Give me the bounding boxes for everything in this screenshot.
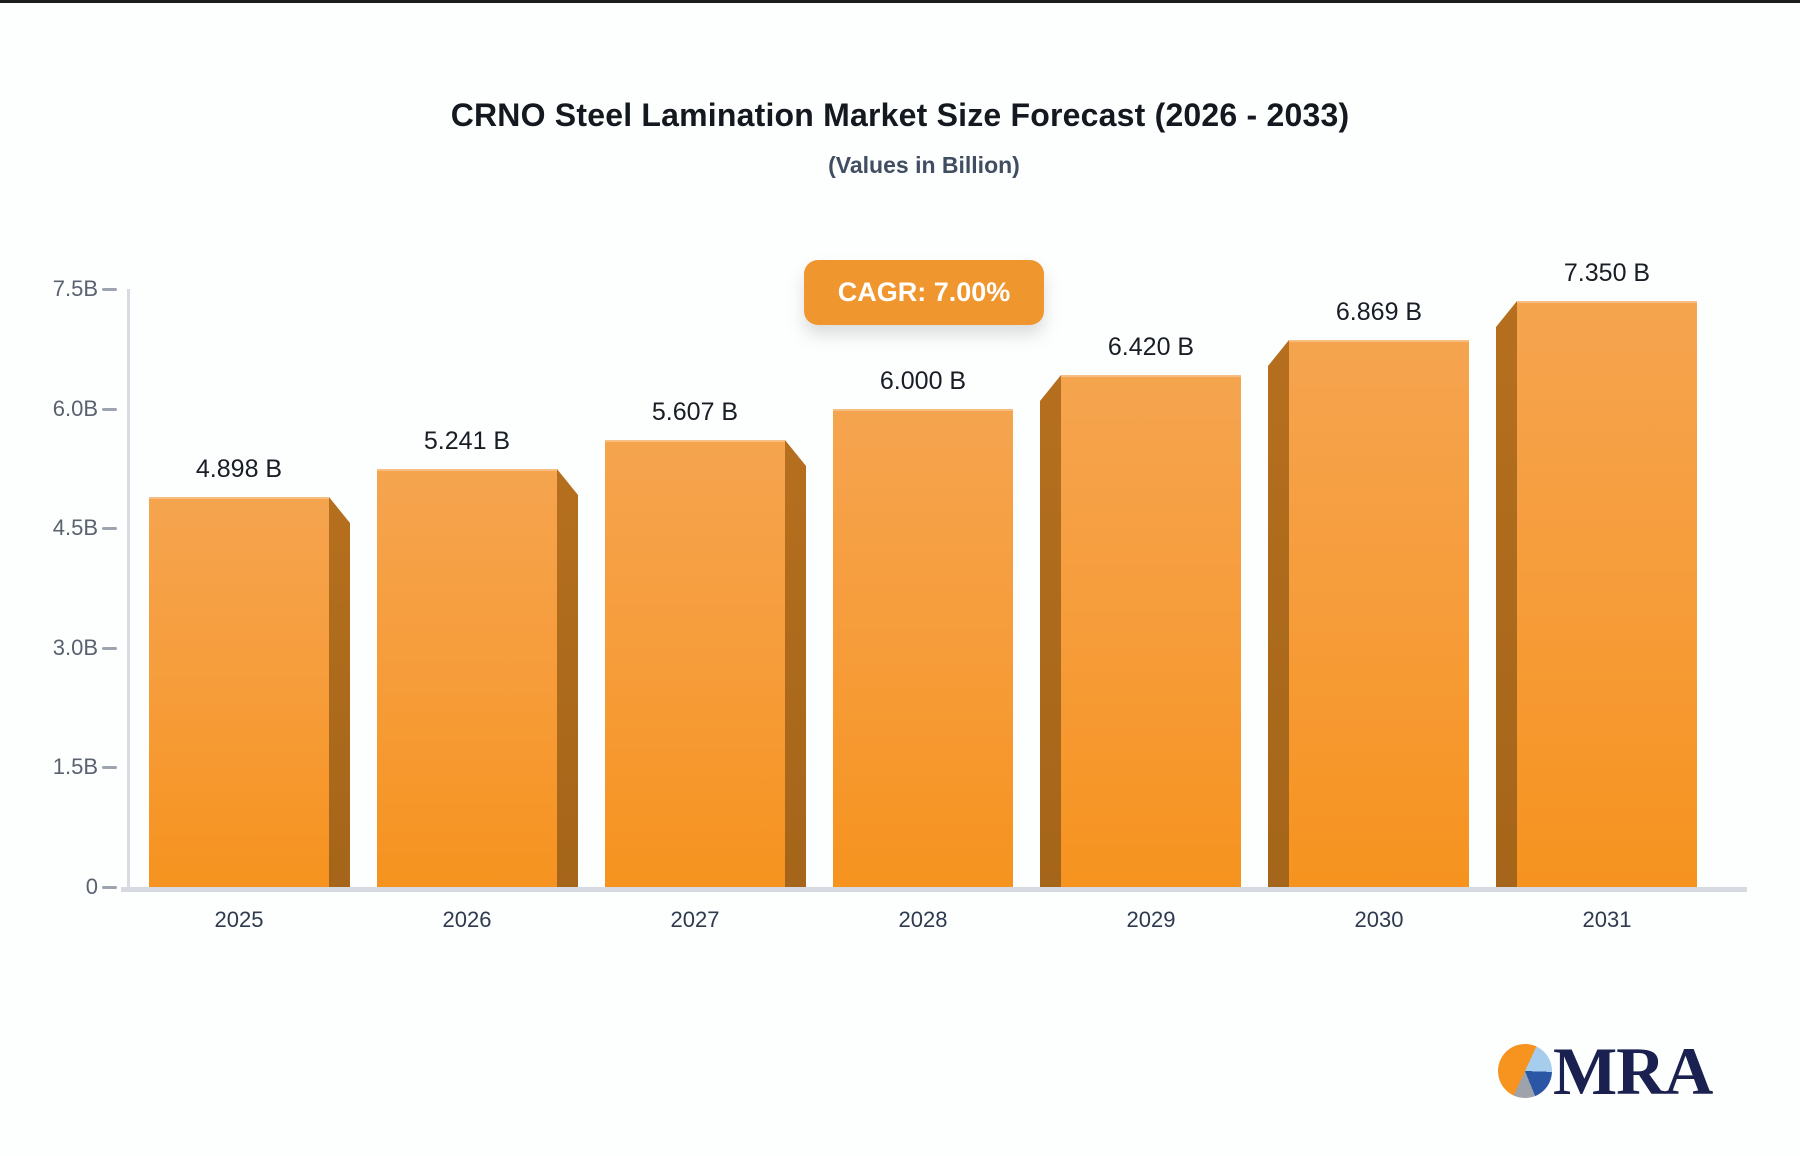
bar-3d-side <box>785 440 806 887</box>
cagr-badge: CAGR: 7.00% <box>803 260 1045 325</box>
y-tick-mark <box>102 527 117 530</box>
bar-value-label: 4.898 B <box>195 455 283 483</box>
logo: MRA <box>1498 1033 1713 1109</box>
y-tick-mark <box>102 408 117 411</box>
bar-value-label: 5.241 B <box>423 427 511 455</box>
bar-value-label: 5.607 B <box>651 398 739 426</box>
bar-3d-side <box>557 469 578 887</box>
cagr-badge-wrap: CAGR: 7.00% <box>48 260 1800 325</box>
y-tick-mark <box>102 766 117 769</box>
bar-3d-side <box>1268 340 1289 887</box>
bar-face <box>149 497 329 887</box>
bar-3d-side <box>1496 301 1517 887</box>
y-tick-label: 1.5B <box>52 754 98 779</box>
x-axis-baseline <box>121 887 1747 892</box>
x-category-label: 2026 <box>442 907 492 932</box>
bar-value-label: 6.869 B <box>1335 298 1423 326</box>
x-category-label: 2029 <box>1126 907 1176 932</box>
y-tick-label: 3.0B <box>52 635 98 660</box>
y-axis-line <box>127 289 130 887</box>
logo-text: MRA <box>1553 1033 1713 1109</box>
bar-3d-side <box>329 497 350 887</box>
x-category-label: 2031 <box>1582 907 1632 932</box>
bar-2025 <box>149 497 350 887</box>
bar-face <box>833 409 1013 887</box>
bar-face <box>1061 375 1241 887</box>
x-category-label: 2028 <box>898 907 948 932</box>
bar-2031 <box>1496 301 1697 887</box>
chart-subtitle: (Values in Billion) <box>828 152 1020 178</box>
x-category-label: 2030 <box>1354 907 1404 932</box>
bar-2030 <box>1268 340 1469 887</box>
bar-3d-side <box>1040 375 1061 887</box>
y-tick-mark <box>102 886 117 889</box>
x-category-label: 2025 <box>214 907 264 932</box>
y-tick-label: 4.5B <box>52 515 98 540</box>
y-tick-label: 7.5B <box>52 276 98 301</box>
y-tick-label: 0 <box>85 874 98 899</box>
y-tick-label: 6.0B <box>52 396 98 421</box>
bar-face <box>377 469 557 887</box>
bar-value-label: 6.000 B <box>879 367 967 395</box>
bar-2029 <box>1040 375 1241 887</box>
bar-2027 <box>605 440 806 887</box>
bar-face <box>1517 301 1697 887</box>
bar-face <box>605 440 785 887</box>
y-tick-mark <box>102 647 117 650</box>
bar-2028 <box>833 409 1013 887</box>
bar-value-label: 7.350 B <box>1563 259 1651 287</box>
bar-2026 <box>377 469 578 887</box>
x-category-label: 2027 <box>670 907 720 932</box>
bar-value-label: 6.420 B <box>1107 333 1195 361</box>
y-tick-mark <box>102 288 117 291</box>
pie-chart-icon <box>1498 1044 1552 1098</box>
chart-title: CRNO Steel Lamination Market Size Foreca… <box>450 97 1350 133</box>
bar-face <box>1289 340 1469 887</box>
